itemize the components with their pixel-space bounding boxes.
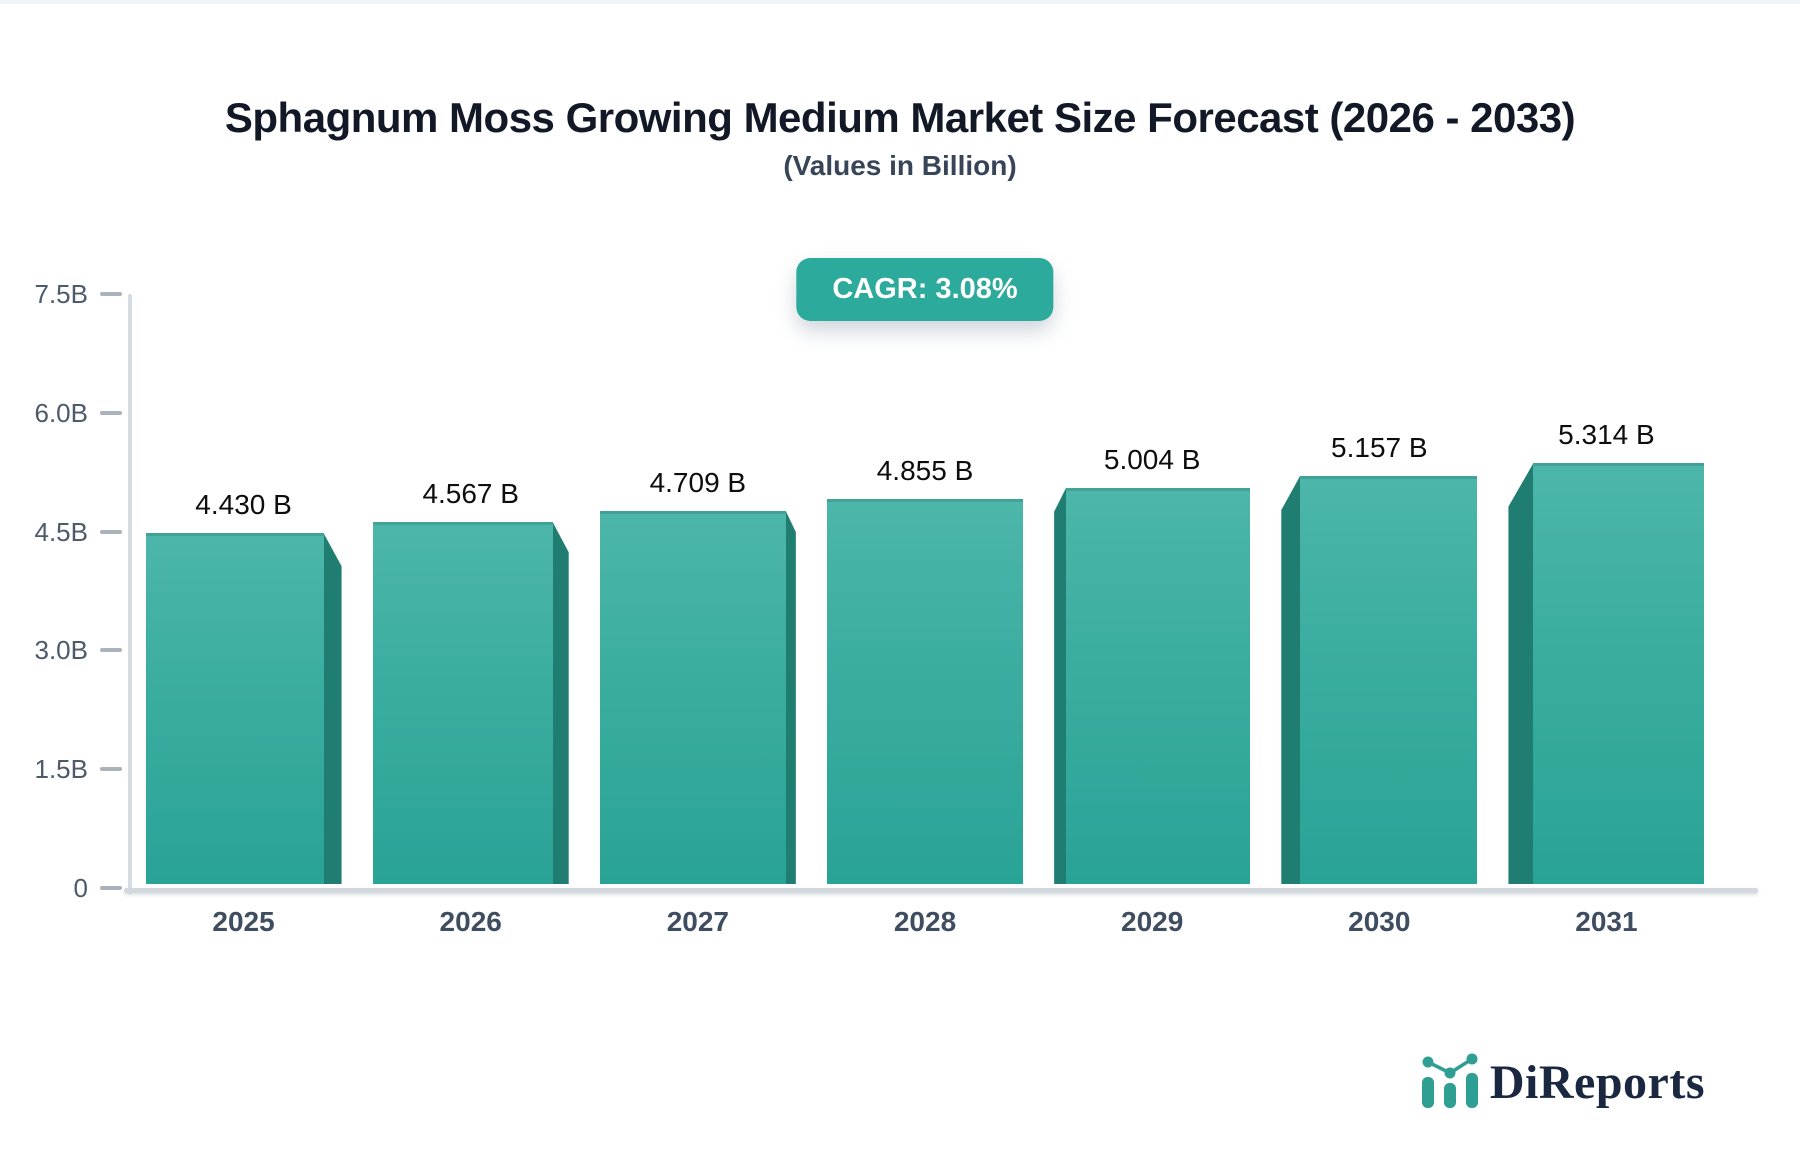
y-axis-tick-label: 7.5B — [34, 279, 89, 309]
bar-3d-side — [785, 511, 796, 884]
bar-value-label: 4.567 B — [422, 478, 519, 510]
x-axis-label-2026: 2026 — [439, 906, 502, 937]
chart-subtitle: (Values in Billion) — [783, 150, 1017, 181]
y-axis-tick-mark — [100, 410, 122, 415]
cagr-badge: CAGR: 3.08% — [796, 258, 1054, 321]
bar-face — [599, 511, 786, 884]
y-axis-tick-label: 3.0B — [34, 635, 89, 666]
bar-face — [1300, 475, 1478, 884]
direports-logo: DiReports — [1417, 1052, 1705, 1112]
y-axis-tick-label: 1.5B — [34, 754, 89, 785]
bar-group-2028: 4.855 B 2028 — [827, 455, 1023, 937]
x-axis-label-2029: 2029 — [1120, 906, 1184, 937]
y-axis-tick-label: 6.0B — [34, 397, 89, 428]
bar-3d-side — [552, 522, 569, 884]
y-axis-tick-mark — [100, 292, 122, 296]
bar-face — [1066, 487, 1251, 884]
bar-value-label: 4.430 B — [195, 489, 292, 521]
bar-group-2029: 5.004 B 2029 — [1054, 444, 1251, 937]
bar-group-2030: 5.157 B 2030 — [1281, 432, 1478, 937]
bar-chart: 0 1.5B 3.0B 4.5B 6.0B 7.5B 4.430 B 2025 4.567 B… — [0, 4, 1800, 1156]
y-axis-tick-mark — [100, 767, 122, 772]
x-axis-label-2027: 2027 — [666, 906, 729, 937]
y-axis-tick-mark — [100, 886, 122, 890]
logo-bar-chart-icon — [1417, 1052, 1483, 1112]
bar-3d-side — [1281, 475, 1301, 884]
bar-value-label: 4.709 B — [649, 467, 747, 499]
x-axis-label-2025: 2025 — [212, 906, 275, 937]
logo-text: DiReports — [1489, 1055, 1705, 1109]
bar-value-label: 5.157 B — [1331, 431, 1428, 463]
bar-group-2031: 5.314 B 2031 — [1508, 419, 1705, 937]
bar-face — [827, 499, 1023, 884]
y-axis-tick-label: 0 — [73, 873, 88, 903]
bar-face — [1533, 463, 1705, 884]
bar-group-2026: 4.567 B 2026 — [372, 478, 569, 937]
bar-face — [372, 522, 553, 884]
bar-3d-side — [1054, 487, 1067, 884]
bar-value-label: 4.855 B — [876, 455, 974, 487]
y-axis-tick-mark — [100, 529, 122, 534]
bar-value-label: 5.314 B — [1558, 419, 1655, 451]
x-axis-label-2028: 2028 — [893, 906, 957, 937]
y-axis-tick-mark — [100, 648, 122, 653]
bar-value-label: 5.004 B — [1103, 443, 1201, 475]
chart-title: Sphagnum Moss Growing Medium Market Size… — [224, 94, 1576, 141]
x-axis-label-2031: 2031 — [1575, 906, 1638, 937]
x-axis-line — [124, 888, 1758, 893]
bar-group-2027: 4.709 B 2027 — [599, 467, 796, 937]
bar-group-2025: 4.430 B 2025 — [145, 489, 342, 937]
y-axis-tick-label: 4.5B — [34, 516, 89, 547]
x-axis-label-2030: 2030 — [1348, 906, 1411, 937]
bar-3d-side — [323, 533, 342, 884]
bar-face — [145, 533, 324, 884]
y-axis-line — [128, 294, 132, 894]
bar-3d-side — [1508, 463, 1534, 884]
